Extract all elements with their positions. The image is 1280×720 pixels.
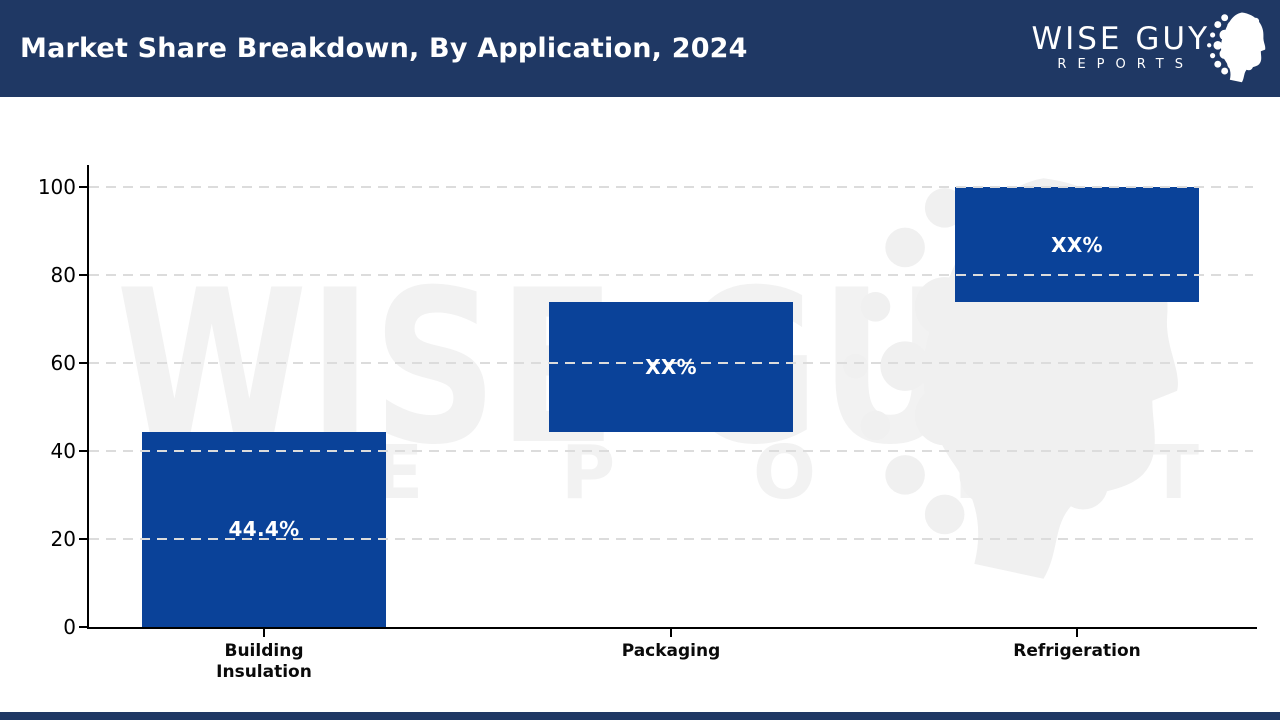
- y-tick-label: 0: [63, 615, 76, 639]
- grid-line: [89, 274, 1253, 276]
- x-tick-mark: [1076, 629, 1078, 637]
- bar-label: XX%: [645, 354, 697, 379]
- y-tick-mark: [79, 450, 88, 452]
- grid-line: [89, 450, 1253, 452]
- logo-text: WISE GUY REPORTS: [1031, 22, 1210, 72]
- y-axis-line: [87, 165, 89, 629]
- grid-line: [89, 362, 1253, 364]
- y-tick-mark: [79, 186, 88, 188]
- footer-bar: [0, 712, 1280, 720]
- y-tick-label: 100: [37, 175, 76, 199]
- y-tick-label: 80: [50, 263, 76, 287]
- dotted-face-profile-icon: [1207, 12, 1266, 83]
- x-tick-mark: [263, 629, 265, 637]
- logo-name: WISE GUY: [1031, 20, 1210, 57]
- x-category-label: Building Insulation: [216, 641, 312, 683]
- bar: [142, 431, 386, 627]
- bar-label: 44.4%: [228, 517, 300, 542]
- y-tick-label: 40: [50, 439, 76, 463]
- grid-line: [89, 186, 1253, 188]
- x-category-label: Packaging: [621, 641, 721, 661]
- y-tick-mark: [79, 362, 88, 364]
- page-title: Market Share Breakdown, By Application, …: [20, 33, 748, 64]
- y-tick-mark: [79, 538, 88, 540]
- x-axis-line: [87, 627, 1257, 629]
- y-tick-mark: [79, 626, 88, 628]
- y-tick-label: 20: [50, 527, 76, 551]
- header-bar: Market Share Breakdown, By Application, …: [0, 0, 1280, 97]
- bar: [549, 302, 793, 432]
- wise-guy-logo: WISE GUY REPORTS: [1031, 9, 1266, 85]
- x-tick-mark: [670, 629, 672, 637]
- logo-subtitle: REPORTS: [1057, 57, 1195, 73]
- bar: [955, 187, 1199, 303]
- x-category-label: Refrigeration: [1013, 641, 1141, 661]
- bar-label: XX%: [1051, 232, 1103, 257]
- y-tick-label: 60: [50, 351, 76, 375]
- grid-line: [89, 538, 1253, 540]
- y-tick-mark: [79, 274, 88, 276]
